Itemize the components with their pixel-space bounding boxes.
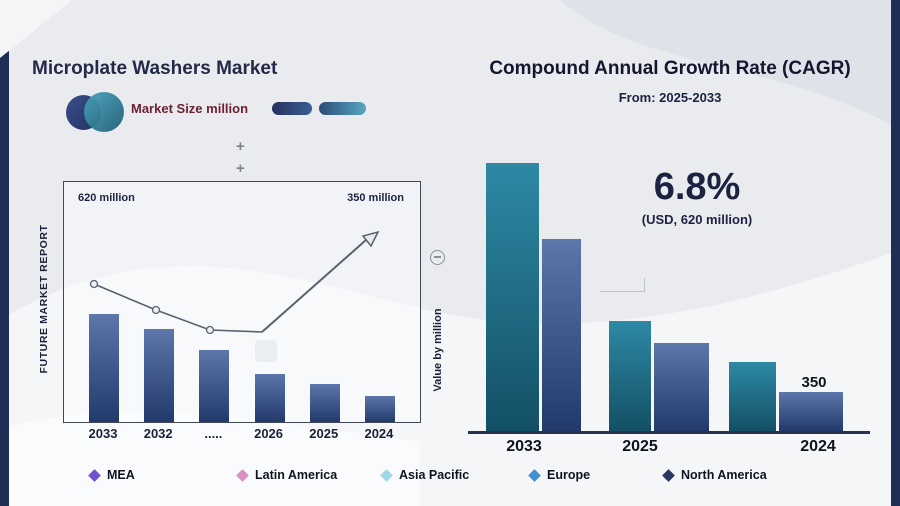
legend-pill-navy <box>272 102 312 115</box>
value-by-million-label: Value by million <box>432 308 444 392</box>
market-bar-2025 <box>309 384 340 422</box>
legend-item-mea: MEA <box>88 466 135 484</box>
x-label: ..... <box>204 426 223 441</box>
cagr-bar-2033-teal <box>486 163 539 431</box>
legend-label: Latin America <box>255 468 338 482</box>
cagr-bar-2025-navy <box>654 343 709 431</box>
x-label: 2024 <box>364 426 394 441</box>
market-size-legend-label: Market Size million <box>131 101 249 116</box>
market-bar-2032 <box>144 329 175 422</box>
x-label: 2025 <box>622 438 658 455</box>
cagr-bar-2024-navy <box>779 392 843 431</box>
right-edge-strip <box>891 0 900 506</box>
market-bar-2024 <box>364 396 395 422</box>
plus-mark: + <box>236 138 245 155</box>
x-label: 2026 <box>254 426 284 441</box>
legend-label: Asia Pacific <box>399 468 470 482</box>
legend-label: MEA <box>107 468 135 482</box>
annotation-350: 350 million <box>347 192 404 204</box>
page-title: Microplate Washers Market <box>32 58 278 79</box>
market-bar-..... <box>199 350 230 422</box>
cagr-bar-2025-teal <box>609 321 651 431</box>
market-size-chart: 620 million 350 million <box>63 181 421 423</box>
market-x-axis: 2033 2032 ..... 2026 2025 2024 <box>63 426 419 441</box>
legend-item-europe: Europe <box>528 466 591 484</box>
diamond-icon <box>662 468 675 482</box>
minus-circle-icon <box>430 250 445 265</box>
cagr-bar-group-2024 <box>729 362 843 431</box>
cagr-bar-group-2033 <box>486 163 581 431</box>
market-bar-2033 <box>89 314 119 422</box>
left-edge-strip <box>0 0 9 506</box>
legend-item-latin-america: Latin America <box>236 466 338 484</box>
cagr-note: (USD, 620 million) <box>641 212 753 227</box>
cagr-bar-2024-teal <box>729 362 776 431</box>
diamond-icon <box>236 468 249 482</box>
cagr-subtitle: From: 2025-2033 <box>618 90 722 105</box>
market-bars <box>64 182 420 422</box>
plus-mark: + <box>236 160 245 177</box>
legend-item-north-america: North America <box>662 466 767 484</box>
cagr-title: Compound Annual Growth Rate (CAGR) <box>489 58 851 79</box>
x-label: 2032 <box>143 426 173 441</box>
diamond-icon <box>88 468 101 482</box>
cagr-axis-line <box>468 431 870 434</box>
legend-label: Europe <box>547 468 591 482</box>
cagr-value: 6.8% <box>653 166 741 208</box>
x-label: 2024 <box>800 438 836 455</box>
cagr-bar-2033-navy <box>542 239 581 431</box>
bracket-decor <box>600 278 645 292</box>
legend-label: North America <box>681 468 767 482</box>
future-market-report-label: FUTURE MARKET REPORT <box>38 224 50 374</box>
value-annotation-350: 350 <box>801 374 827 391</box>
x-label: 2025 <box>309 426 339 441</box>
decor-chip <box>255 340 277 362</box>
x-label: 2033 <box>506 438 542 455</box>
legend-item-asia-pacific: Asia Pacific <box>380 466 470 484</box>
market-size-icon <box>66 92 124 132</box>
diamond-icon <box>528 468 541 482</box>
market-bar-2026 <box>254 374 285 422</box>
cagr-bar-group-2025 <box>609 321 709 431</box>
annotation-620: 620 million <box>78 192 135 204</box>
legend-pill-teal <box>319 102 366 115</box>
diamond-icon <box>380 468 393 482</box>
x-label: 2033 <box>88 426 118 441</box>
